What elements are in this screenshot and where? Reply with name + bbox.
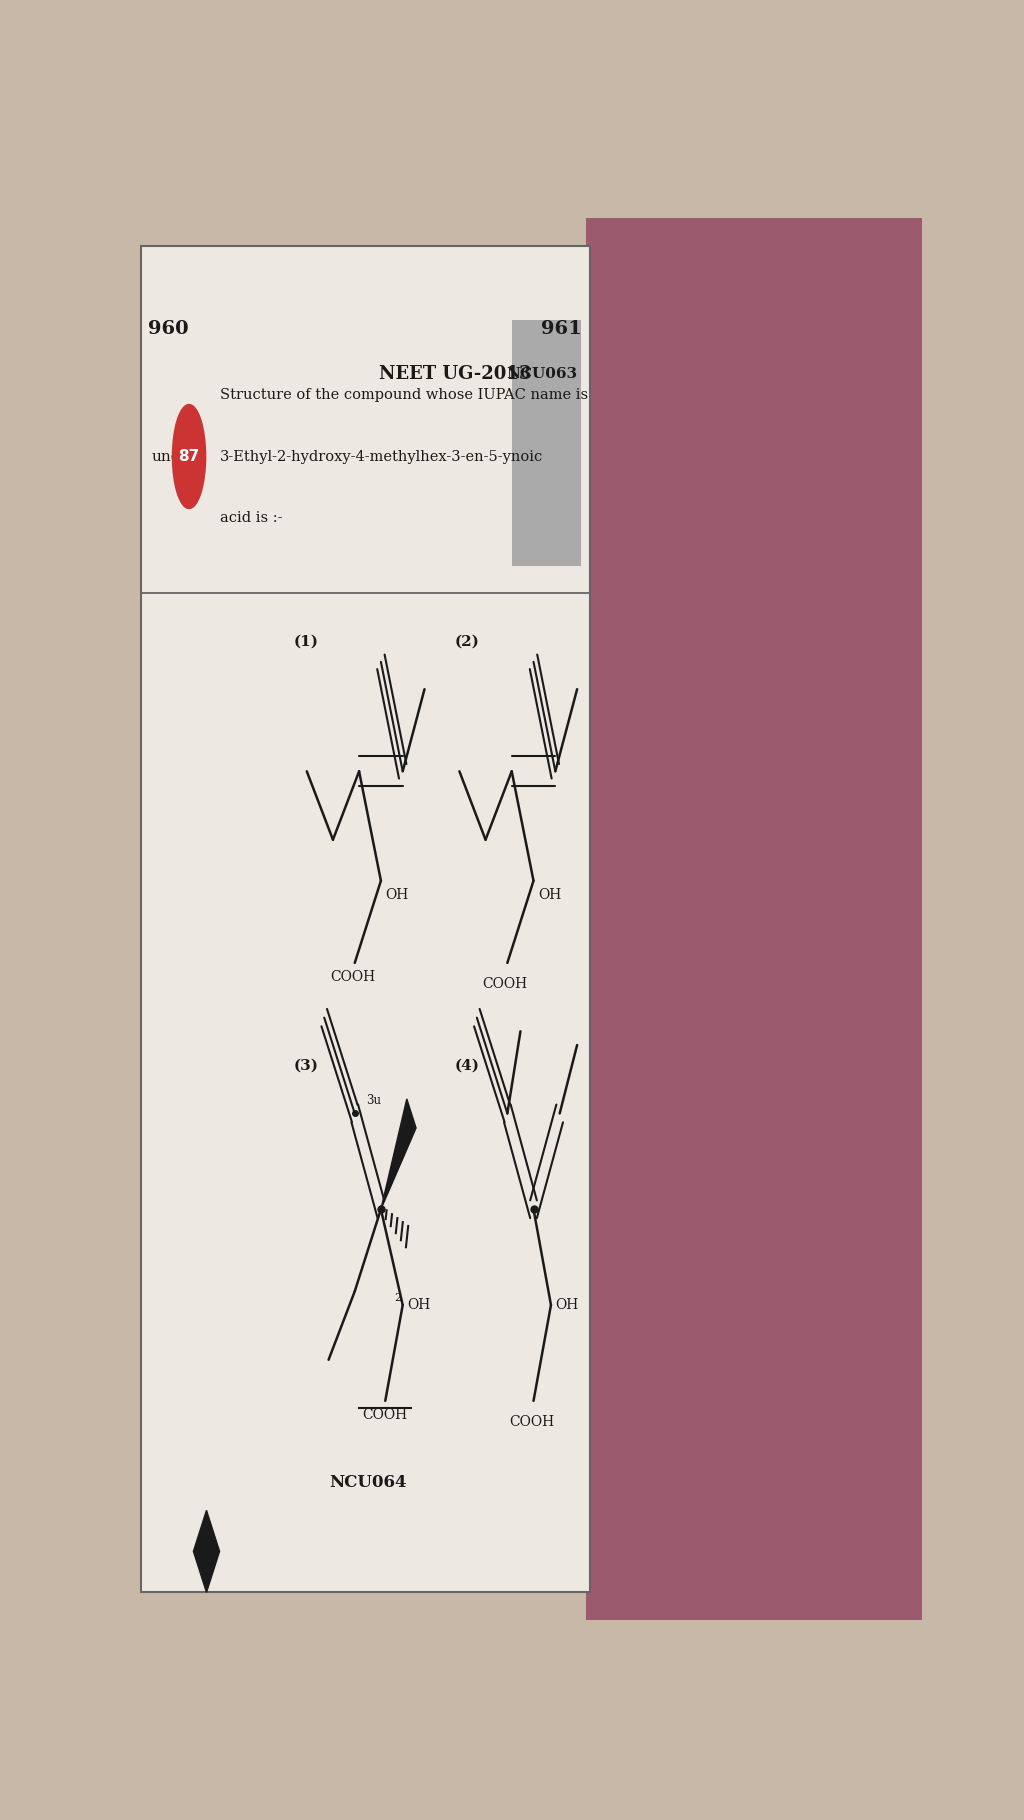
Text: COOH: COOH: [330, 970, 375, 985]
Text: 960: 960: [147, 320, 188, 339]
Text: OH: OH: [385, 888, 409, 901]
Text: 87: 87: [178, 450, 200, 464]
Polygon shape: [381, 1099, 416, 1208]
Text: NCU064: NCU064: [329, 1474, 407, 1491]
Text: COOH: COOH: [482, 977, 527, 990]
Text: OH: OH: [538, 888, 561, 901]
Text: (1): (1): [294, 635, 318, 648]
Bar: [141, 246, 590, 1592]
Text: COOH: COOH: [509, 1414, 554, 1429]
Text: COOH: COOH: [362, 1407, 408, 1421]
Text: (2): (2): [455, 635, 480, 648]
Text: 2: 2: [394, 1294, 401, 1303]
Bar: [512, 320, 582, 566]
Text: und: und: [152, 450, 181, 464]
Text: (4): (4): [455, 1059, 480, 1072]
Text: NCU063: NCU063: [506, 368, 578, 382]
Text: Structure of the compound whose IUPAC name is: Structure of the compound whose IUPAC na…: [219, 388, 588, 402]
Text: NEET UG-2013: NEET UG-2013: [379, 366, 531, 384]
Text: 3-Ethyl-2-hydroxy-4-methylhex-3-en-5-ynoic: 3-Ethyl-2-hydroxy-4-methylhex-3-en-5-yno…: [219, 450, 543, 464]
Text: acid is :-: acid is :-: [219, 511, 282, 526]
Text: OH: OH: [555, 1298, 579, 1312]
Circle shape: [172, 404, 206, 508]
Text: 3u: 3u: [366, 1094, 381, 1107]
Bar: [586, 218, 922, 1620]
Text: OH: OH: [408, 1298, 430, 1312]
Text: 961: 961: [541, 320, 582, 339]
Text: (3): (3): [294, 1059, 318, 1072]
Polygon shape: [194, 1511, 219, 1592]
